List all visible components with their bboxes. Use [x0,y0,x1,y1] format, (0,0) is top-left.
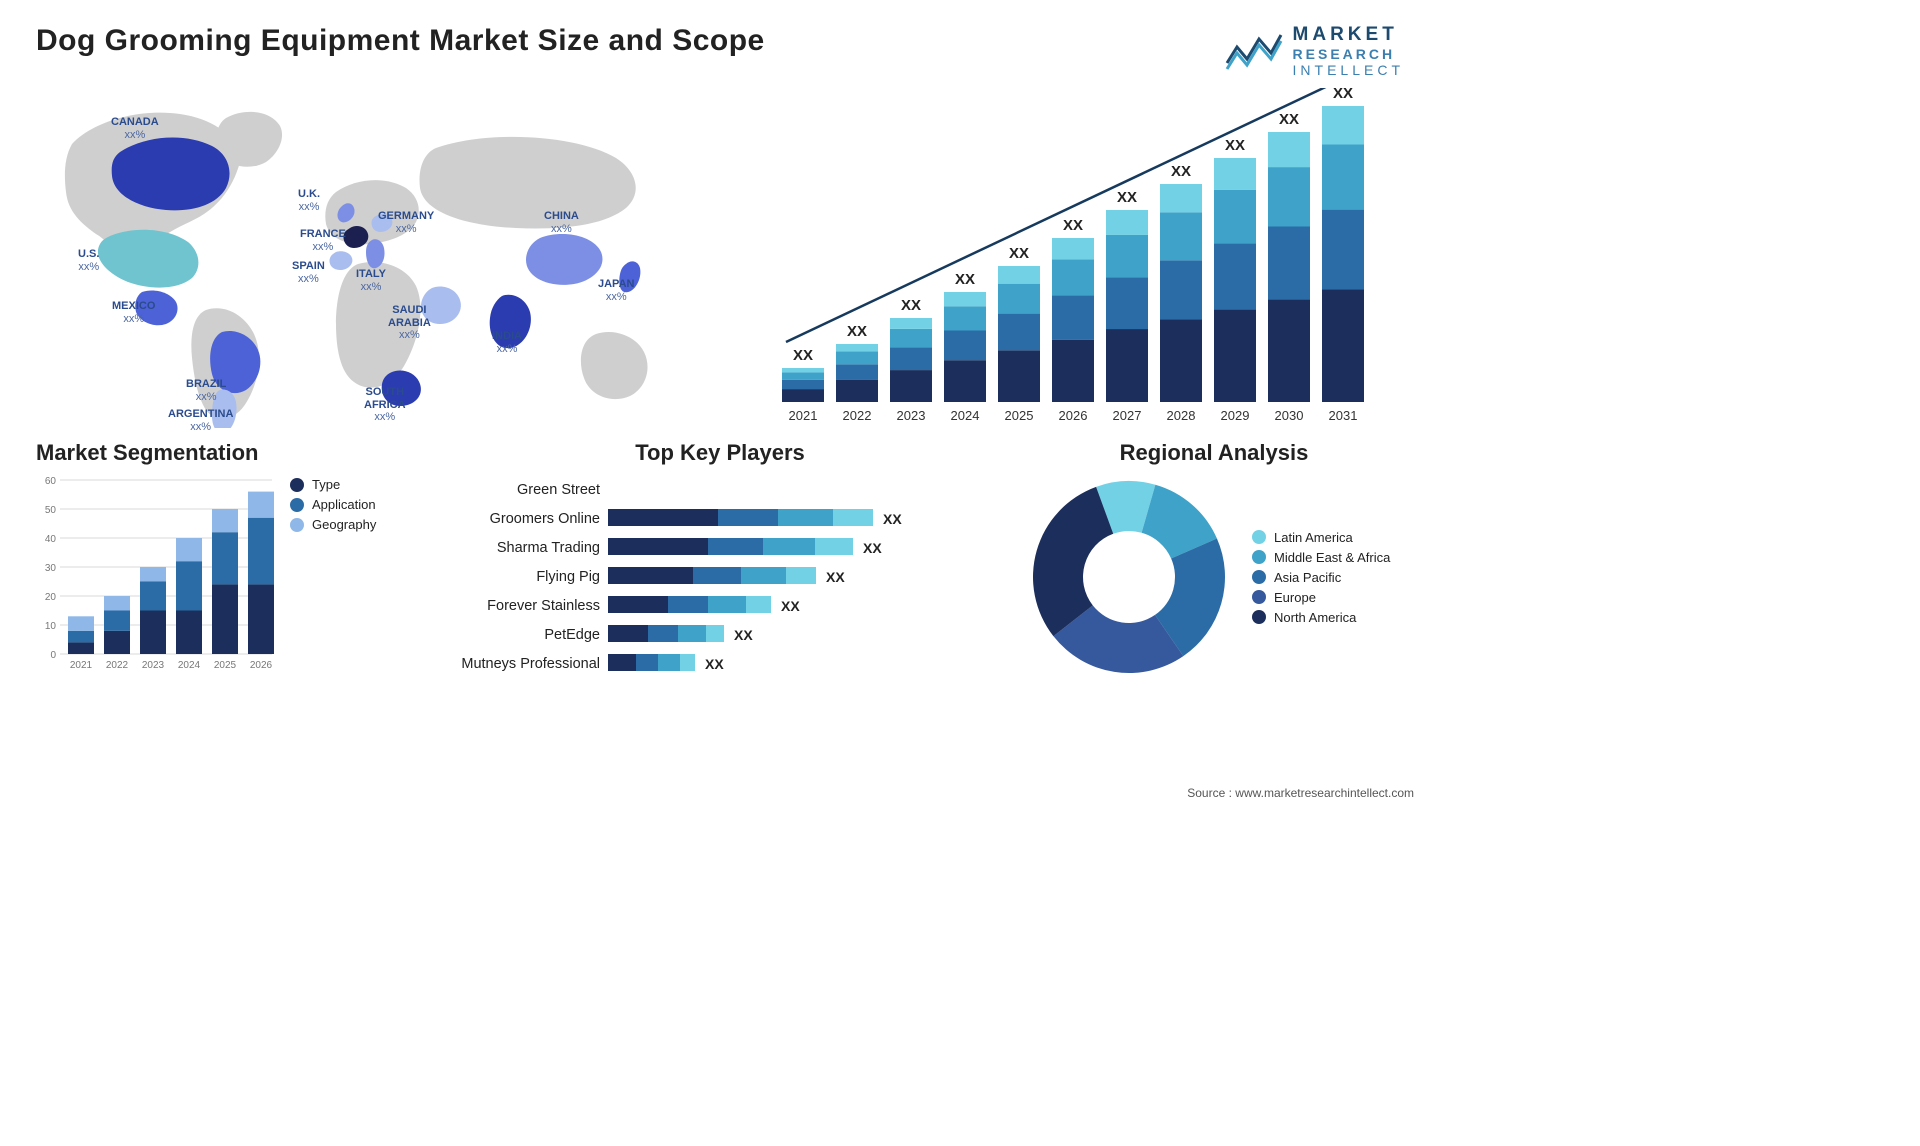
world-map: CANADAxx%U.S.xx%MEXICOxx%BRAZILxx%ARGENT… [36,88,736,428]
svg-text:XX: XX [955,271,975,288]
map-label-saudi-arabia: SAUDIARABIAxx% [388,304,431,342]
svg-text:2025: 2025 [1005,408,1034,423]
regional-donut [1024,472,1234,682]
svg-text:XX: XX [847,323,867,340]
logo-text-3: INTELLECT [1293,62,1404,78]
seg-legend-application: Application [290,497,376,512]
region-legend-north-america: North America [1252,610,1390,625]
svg-text:2024: 2024 [951,408,980,423]
svg-text:40: 40 [45,534,57,545]
map-label-spain: SPAINxx% [292,260,325,285]
svg-text:XX: XX [1225,137,1245,154]
map-label-india: INDIAxx% [492,330,522,355]
brand-logo: MARKET RESEARCH INTELLECT [1225,24,1404,78]
svg-text:XX: XX [1333,88,1353,102]
svg-text:XX: XX [1117,189,1137,206]
svg-text:50: 50 [45,505,57,516]
svg-text:2022: 2022 [106,660,129,671]
page-title: Dog Grooming Equipment Market Size and S… [36,24,765,58]
regional-legend: Latin America Middle East & Africa Asia Pa… [1252,525,1390,630]
svg-text:2031: 2031 [1329,408,1358,423]
svg-text:XX: XX [705,656,724,672]
map-label-mexico: MEXICOxx% [112,300,155,325]
svg-text:2028: 2028 [1167,408,1196,423]
map-label-france: FRANCExx% [300,228,346,253]
svg-text:2029: 2029 [1221,408,1250,423]
svg-text:2021: 2021 [789,408,818,423]
svg-text:10: 10 [45,621,57,632]
svg-text:Green Street: Green Street [517,482,600,498]
source-label: Source : www.marketresearchintellect.com [1187,786,1414,800]
svg-text:XX: XX [901,297,921,314]
svg-text:XX: XX [883,511,902,527]
svg-text:2025: 2025 [214,660,237,671]
svg-text:XX: XX [1171,163,1191,180]
seg-legend-type: Type [290,477,376,492]
map-label-argentina: ARGENTINAxx% [168,408,233,433]
region-legend-europe: Europe [1252,590,1390,605]
svg-text:XX: XX [1009,245,1029,262]
svg-text:Mutneys Professional: Mutneys Professional [461,656,600,672]
svg-text:2021: 2021 [70,660,93,671]
svg-text:Flying Pig: Flying Pig [536,569,600,585]
map-label-u-k-: U.K.xx% [298,188,320,213]
svg-text:2023: 2023 [897,408,926,423]
svg-text:2022: 2022 [843,408,872,423]
svg-text:XX: XX [1063,217,1083,234]
map-label-south-africa: SOUTHAFRICAxx% [364,386,406,424]
svg-text:Sharma Trading: Sharma Trading [497,540,600,556]
logo-text-1: MARKET [1293,24,1404,46]
svg-text:30: 30 [45,563,57,574]
map-label-germany: GERMANYxx% [378,210,434,235]
svg-text:Groomers Online: Groomers Online [490,511,600,527]
map-label-china: CHINAxx% [544,210,579,235]
svg-text:XX: XX [826,569,845,585]
svg-text:XX: XX [1279,111,1299,128]
svg-text:XX: XX [734,627,753,643]
map-label-japan: JAPANxx% [598,278,634,303]
region-legend-latin-america: Latin America [1252,530,1390,545]
regional-title: Regional Analysis [1024,440,1404,466]
players-chart: Green Street Groomers Online XX Sharma Trad… [440,472,1000,682]
svg-text:2023: 2023 [142,660,165,671]
svg-text:60: 60 [45,476,57,487]
svg-text:XX: XX [781,598,800,614]
players-title: Top Key Players [440,440,1000,466]
region-legend-middle-east-africa: Middle East & Africa [1252,550,1390,565]
segmentation-title: Market Segmentation [36,440,416,466]
map-label-canada: CANADAxx% [111,116,159,141]
svg-text:20: 20 [45,592,57,603]
svg-text:PetEdge: PetEdge [544,627,600,643]
svg-text:2026: 2026 [250,660,273,671]
svg-text:0: 0 [50,650,56,661]
svg-text:2024: 2024 [178,660,201,671]
regional-panel: Regional Analysis Latin America Middle Ea… [1024,440,1404,682]
svg-text:Forever Stainless: Forever Stainless [487,598,600,614]
seg-legend-geography: Geography [290,517,376,532]
logo-text-2: RESEARCH [1293,46,1404,62]
segmentation-legend: Type Application Geography [290,472,376,672]
svg-text:2030: 2030 [1275,408,1304,423]
segmentation-panel: Market Segmentation 0 10 20 30 40 50 60 2021 202… [36,440,416,682]
map-label-brazil: BRAZILxx% [186,378,226,403]
growth-chart: XX 2021 XX 2022 XX 2023 XX 2024 XX 2025 XX 2026 XX 20… [764,88,1404,428]
logo-mark-icon [1225,29,1283,73]
map-label-u-s-: U.S.xx% [78,248,99,273]
players-panel: Top Key Players Green Street Groomers Onl… [440,440,1000,682]
region-legend-asia-pacific: Asia Pacific [1252,570,1390,585]
svg-text:XX: XX [793,347,813,364]
svg-text:2026: 2026 [1059,408,1088,423]
svg-text:XX: XX [863,540,882,556]
svg-text:2027: 2027 [1113,408,1142,423]
segmentation-chart: 0 10 20 30 40 50 60 2021 2022 2023 2024 2025 2026 [36,472,276,672]
map-label-italy: ITALYxx% [356,268,386,293]
